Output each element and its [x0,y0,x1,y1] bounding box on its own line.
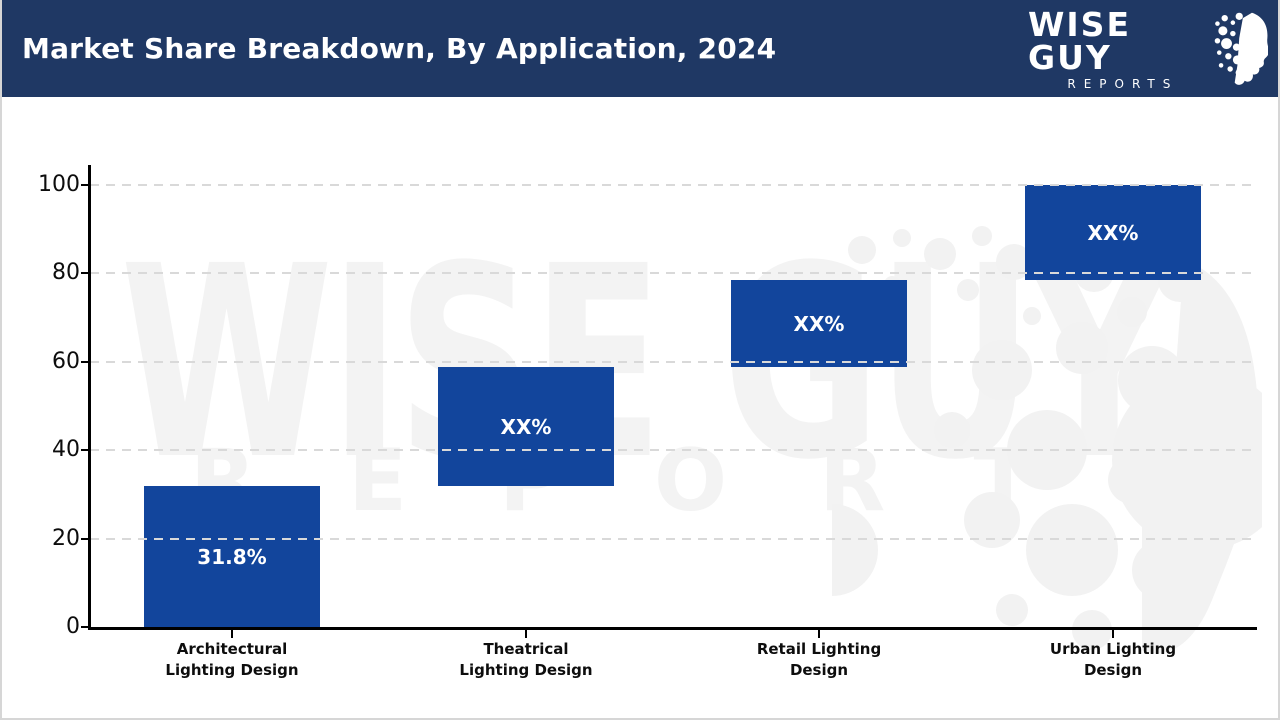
page-title: Market Share Breakdown, By Application, … [22,32,777,65]
category-label-line2: Design [1083,661,1143,679]
y-tick-label: 20 [52,525,80,551]
wiseguy-logo: WISE GUY REPORTS [1028,6,1268,92]
header-bar: Market Share Breakdown, By Application, … [2,0,1278,97]
watermark-face-dots-icon [832,226,1262,654]
category-label-line1: Retail Lighting [756,640,882,658]
gridline-40 [90,449,1255,452]
y-tick-label: 60 [52,348,80,374]
bar-segment: 31.8% [144,486,320,627]
category-label-line2: Design [789,661,849,679]
y-tick-label: 100 [38,172,80,197]
category-label-line2: Lighting Design [459,661,593,679]
y-axis [88,165,91,630]
x-category-label: Retail Lighting Design [679,639,959,681]
bar-segment: XX% [438,367,614,487]
category-label-line1: Theatrical [483,640,569,658]
bar-segment: XX% [1025,185,1201,281]
y-tick-mark [81,537,90,540]
logo-wiseguy-label: WISE GUY [1028,5,1131,77]
y-tick-label: 80 [52,260,80,286]
y-tick-label: 0 [66,614,80,639]
bar-value-label: 31.8% [197,544,267,569]
x-tick-mark [231,630,233,638]
bar-value-label: XX% [1087,220,1139,245]
x-tick-mark [818,630,820,638]
y-tick-mark [81,360,90,363]
wiseguy-logo-text: WISE GUY REPORTS [1028,8,1210,90]
wiseguy-face-icon [1214,12,1268,85]
gridline-60 [90,360,1255,363]
bar-segment: XX% [731,280,907,368]
logo-reports-label: REPORTS [1067,77,1179,91]
bar-value-label: XX% [793,311,845,336]
y-tick-label: 40 [52,437,80,463]
category-label-line1: Architectural [176,640,288,658]
x-tick-mark [1112,630,1114,638]
gridline-80 [90,272,1255,275]
gridline-20 [90,537,1255,540]
x-tick-mark [525,630,527,638]
y-tick-mark [81,449,90,452]
y-tick-mark [81,272,90,275]
x-category-label: Architectural Lighting Design [92,639,372,681]
x-category-label: Urban Lighting Design [973,639,1253,681]
y-tick-mark [81,626,90,628]
category-label-line1: Urban Lighting [1049,640,1177,658]
x-category-label: Theatrical Lighting Design [386,639,666,681]
bar-value-label: XX% [500,414,552,439]
category-label-line2: Lighting Design [165,661,299,679]
gridline-100 [90,184,1255,186]
y-tick-mark [81,184,90,186]
x-axis [88,627,1257,630]
